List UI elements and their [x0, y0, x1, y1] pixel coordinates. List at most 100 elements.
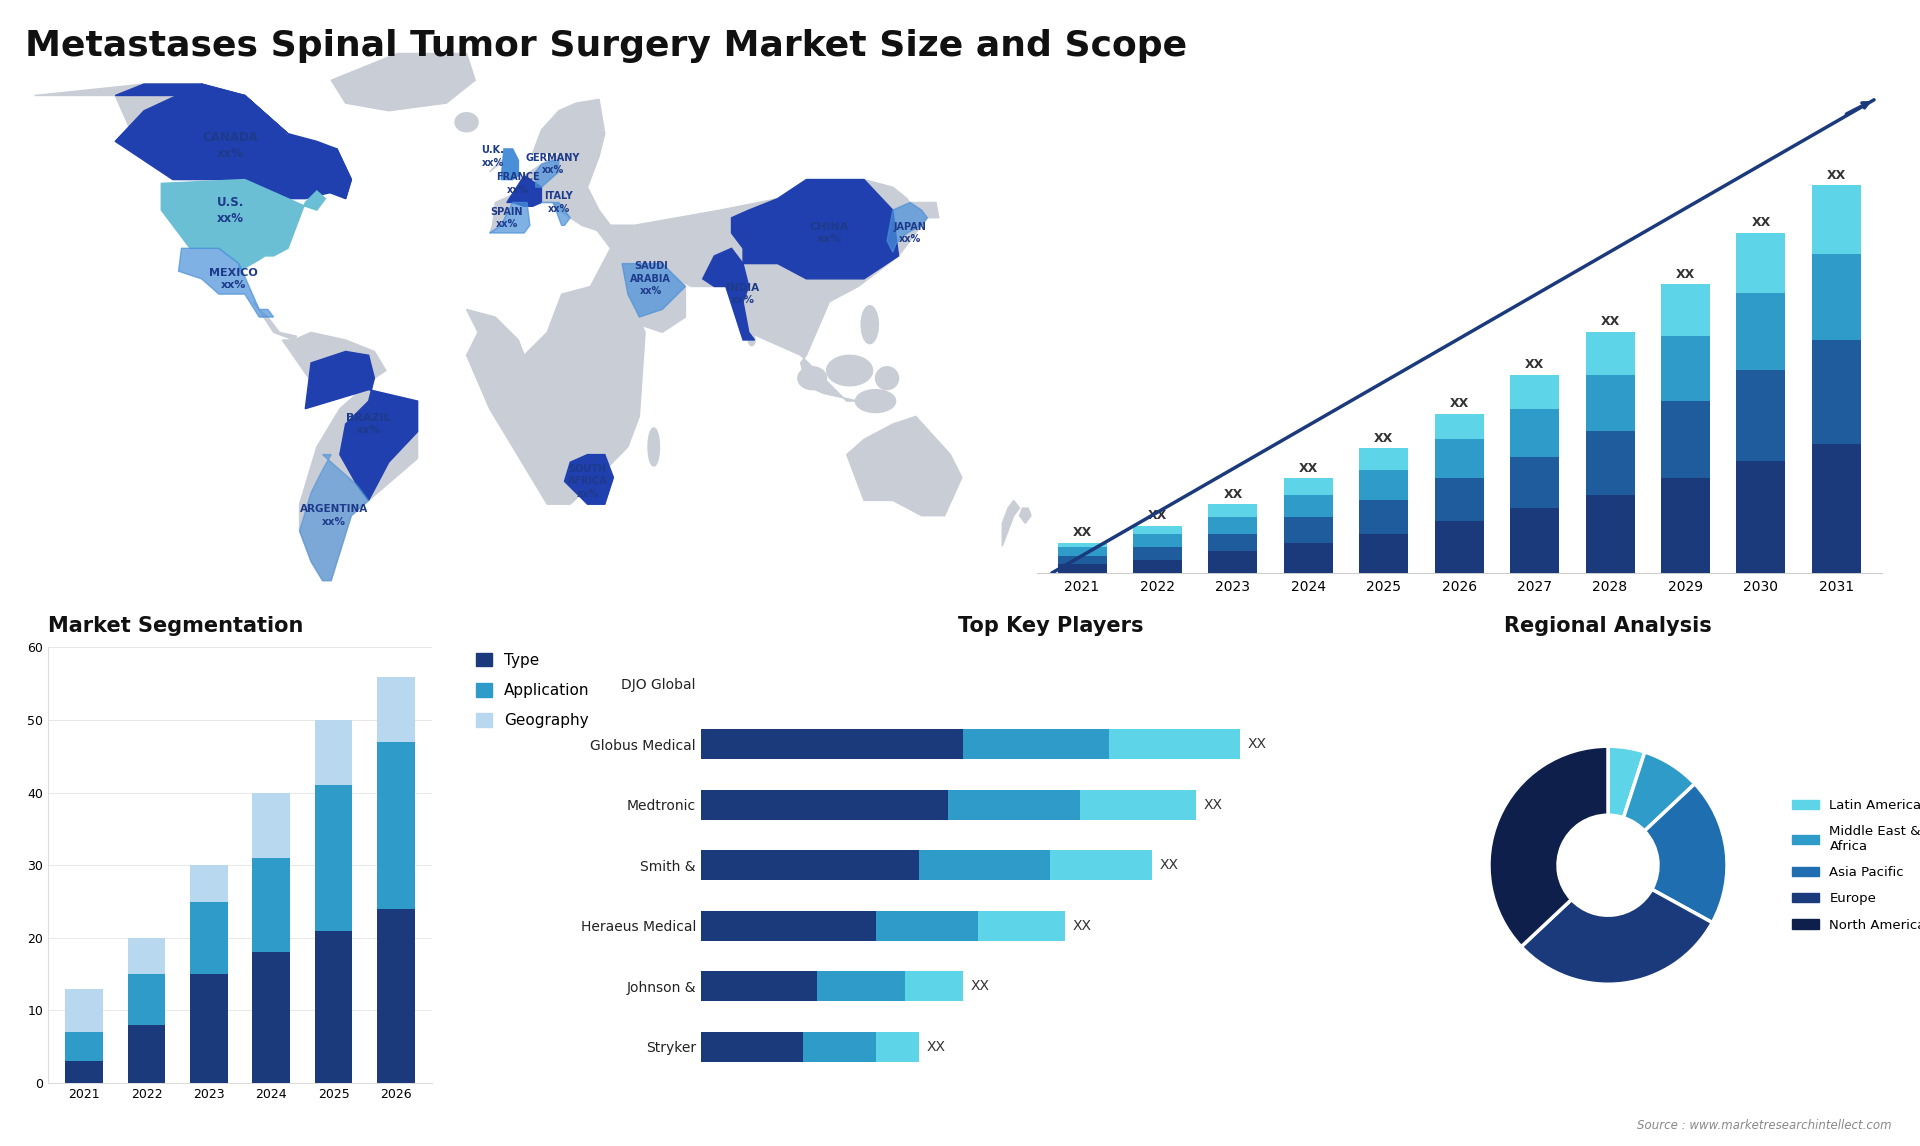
Polygon shape [649, 427, 660, 466]
Text: INTELLECT: INTELLECT [1736, 100, 1799, 109]
Polygon shape [828, 355, 874, 386]
Text: XX: XX [1204, 798, 1223, 811]
Bar [1511, 409, 1559, 456]
Bar [1586, 495, 1634, 573]
Polygon shape [1002, 501, 1020, 547]
Polygon shape [887, 203, 927, 252]
Polygon shape [282, 332, 419, 581]
Text: XX: XX [1298, 462, 1317, 474]
Bar [1586, 331, 1634, 375]
Bar [1108, 729, 1240, 760]
Bar [920, 850, 1050, 880]
Bar [1661, 284, 1711, 336]
Bar [190, 974, 228, 1083]
Bar [1812, 444, 1860, 573]
Polygon shape [253, 301, 298, 340]
Polygon shape [536, 160, 559, 187]
Text: XX: XX [1073, 526, 1092, 540]
Polygon shape [703, 249, 755, 340]
Text: MEXICO
xx%: MEXICO xx% [209, 268, 257, 290]
Polygon shape [593, 180, 922, 401]
Text: XX: XX [1826, 168, 1845, 182]
Bar [1359, 448, 1407, 470]
Polygon shape [507, 175, 541, 206]
Polygon shape [300, 455, 369, 581]
Polygon shape [490, 160, 505, 172]
Bar [315, 785, 351, 931]
Polygon shape [490, 203, 530, 233]
Bar [876, 1031, 920, 1062]
Bar [977, 911, 1066, 941]
Polygon shape [862, 306, 879, 344]
Text: INDIA
xx%: INDIA xx% [726, 283, 760, 305]
Bar [701, 971, 818, 1002]
Text: XX: XX [1073, 919, 1091, 933]
Polygon shape [115, 84, 351, 198]
Bar [1359, 470, 1407, 500]
Polygon shape [467, 249, 645, 504]
Bar [701, 850, 920, 880]
Polygon shape [534, 100, 605, 152]
Polygon shape [332, 54, 476, 111]
Bar [1661, 401, 1711, 478]
Text: SOUTH
AFRICA
xx%: SOUTH AFRICA xx% [568, 464, 607, 499]
Polygon shape [593, 226, 685, 332]
Text: XX: XX [970, 979, 989, 994]
Polygon shape [179, 249, 275, 317]
Bar [1079, 790, 1196, 819]
Bar [315, 720, 351, 785]
Bar [1208, 517, 1258, 534]
Text: U.S.
xx%: U.S. xx% [217, 196, 244, 225]
Text: XX: XX [1601, 315, 1620, 328]
Polygon shape [35, 84, 351, 198]
Bar [252, 858, 290, 952]
Bar [1812, 340, 1860, 444]
Bar [1133, 526, 1183, 534]
Bar [1284, 543, 1332, 573]
Text: XX: XX [1223, 487, 1242, 501]
Text: XX: XX [927, 1039, 947, 1053]
Bar [1511, 456, 1559, 509]
Bar [65, 989, 104, 1033]
Text: ARGENTINA
xx%: ARGENTINA xx% [300, 504, 369, 527]
Polygon shape [541, 203, 570, 226]
Text: CHINA
xx%: CHINA xx% [810, 222, 849, 244]
Bar [964, 729, 1108, 760]
Bar [1058, 556, 1106, 564]
Bar [1284, 478, 1332, 495]
Bar [252, 793, 290, 858]
Wedge shape [1644, 784, 1726, 923]
Polygon shape [1645, 30, 1757, 66]
Polygon shape [887, 203, 927, 252]
Text: XX: XX [1450, 398, 1469, 410]
Bar [1359, 534, 1407, 573]
Bar [803, 1031, 876, 1062]
Polygon shape [490, 134, 611, 233]
Polygon shape [749, 335, 755, 346]
Text: RESEARCH: RESEARCH [1736, 78, 1799, 88]
Bar [1133, 534, 1183, 547]
Polygon shape [893, 203, 939, 218]
Bar [1586, 375, 1634, 431]
Text: SPAIN
xx%: SPAIN xx% [492, 206, 522, 229]
Polygon shape [305, 352, 419, 501]
Text: Top Key Players: Top Key Players [958, 617, 1144, 636]
Bar [1736, 461, 1786, 573]
Bar [1133, 547, 1183, 560]
Bar [1736, 233, 1786, 293]
Legend: Type, Application, Geography: Type, Application, Geography [470, 646, 595, 735]
Text: XX: XX [1375, 432, 1394, 445]
Bar [129, 937, 165, 974]
Wedge shape [1521, 889, 1713, 984]
Bar [252, 952, 290, 1083]
Bar [376, 676, 415, 741]
Text: XX: XX [1148, 509, 1167, 523]
Text: Regional Analysis: Regional Analysis [1503, 617, 1713, 636]
Bar [376, 741, 415, 909]
Bar [701, 1031, 803, 1062]
Text: FRANCE
xx%: FRANCE xx% [497, 172, 540, 195]
Bar [1812, 254, 1860, 340]
Bar [1058, 564, 1106, 573]
Text: MARKET: MARKET [1743, 57, 1791, 68]
Bar [1434, 478, 1484, 521]
